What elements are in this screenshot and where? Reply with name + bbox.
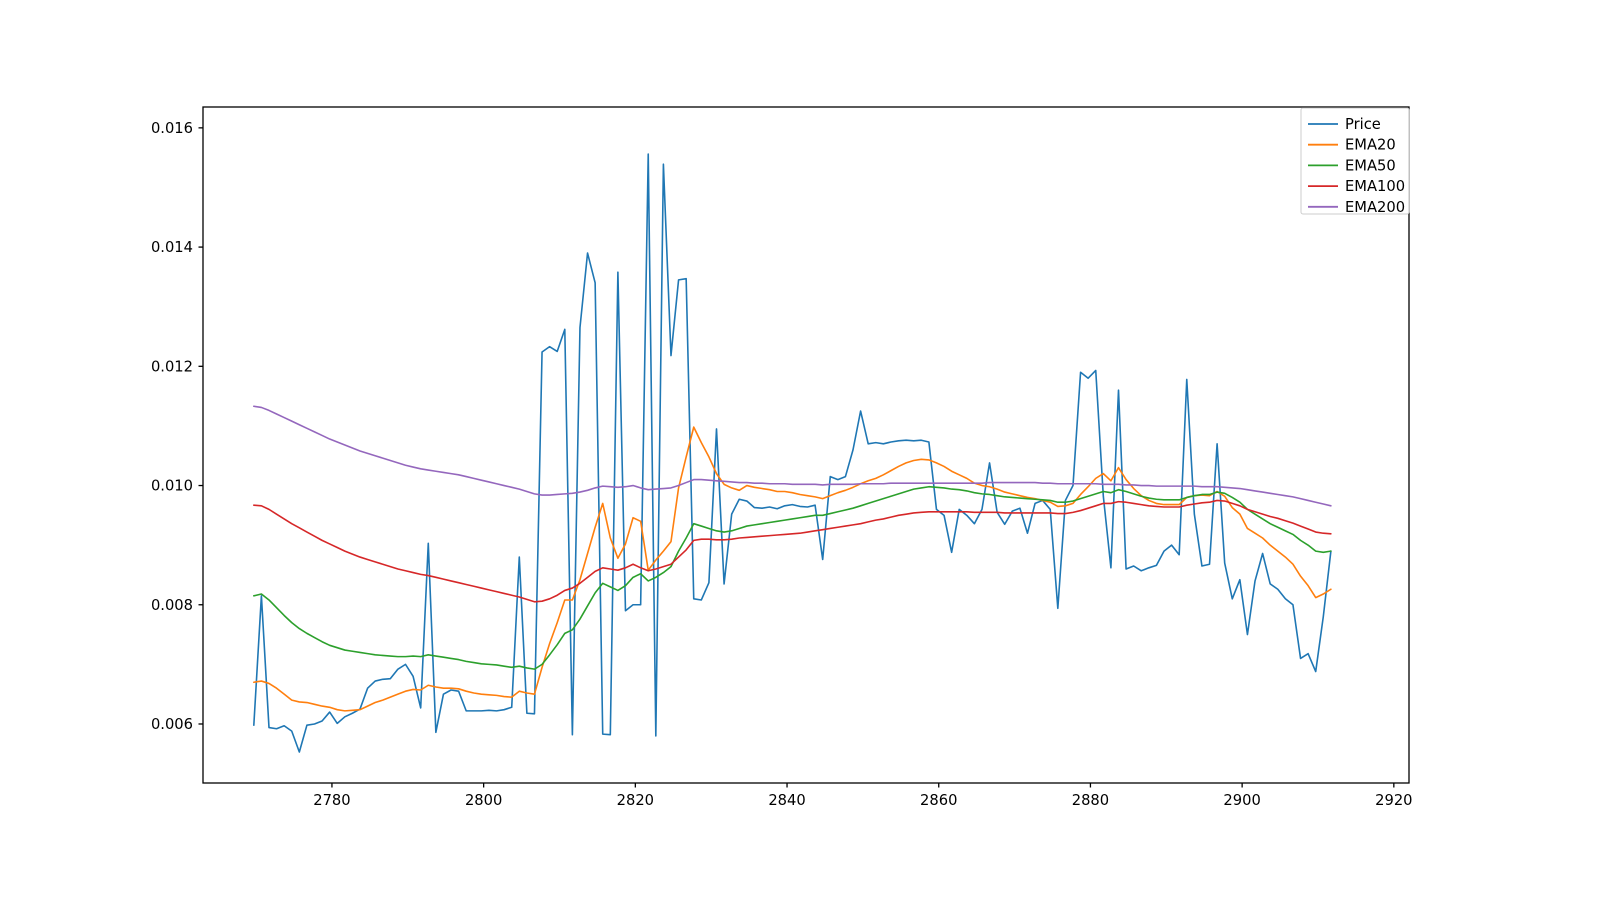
x-tick-label: 2860 bbox=[920, 792, 957, 809]
series-line-ema50 bbox=[253, 485, 1332, 670]
x-tick-label: 2780 bbox=[313, 792, 350, 809]
x-tick-label: 2840 bbox=[768, 792, 805, 809]
axes-frame bbox=[202, 106, 1410, 784]
y-tick-label: 0.008 bbox=[151, 597, 193, 614]
y-tick-label: 0.014 bbox=[151, 239, 193, 256]
legend-frame bbox=[1300, 107, 1410, 215]
legend-label-ema20: EMA20 bbox=[1345, 137, 1396, 154]
series-line-ema200 bbox=[253, 405, 1332, 507]
x-tick-label: 2920 bbox=[1375, 792, 1412, 809]
legend-label-ema200: EMA200 bbox=[1345, 199, 1405, 216]
x-tick-label: 2900 bbox=[1223, 792, 1260, 809]
x-tick-label: 2820 bbox=[617, 792, 654, 809]
plot-axes: 2780 2800 2820 2840 2860 2880 2900 2920 0.0060.… bbox=[151, 106, 1413, 809]
series-line-ema20 bbox=[253, 426, 1332, 712]
data-series-group bbox=[253, 153, 1332, 753]
series-line-price bbox=[253, 153, 1332, 753]
y-tick-label: 0.016 bbox=[151, 120, 193, 137]
plot-area-background bbox=[203, 107, 1409, 783]
x-axis-ticks: 2780 2800 2820 2840 2860 2880 2900 2920 bbox=[313, 783, 1413, 809]
y-tick-label: 0.012 bbox=[151, 358, 193, 375]
chart-legend[interactable]: Price EMA20 EMA50 EMA100 EMA200 bbox=[1300, 107, 1410, 216]
y-tick-label: 0.006 bbox=[151, 716, 193, 733]
legend-label-ema100: EMA100 bbox=[1345, 178, 1405, 195]
legend-label-price: Price bbox=[1345, 116, 1381, 133]
series-line-ema100 bbox=[253, 499, 1332, 603]
x-tick-label: 2880 bbox=[1072, 792, 1109, 809]
y-axis-ticks: 0.006 0.008 0.010 0.012 0.014 0.016 bbox=[151, 120, 203, 733]
y-tick-label: 0.010 bbox=[151, 478, 193, 495]
legend-label-ema50: EMA50 bbox=[1345, 157, 1396, 174]
x-tick-label: 2800 bbox=[465, 792, 502, 809]
